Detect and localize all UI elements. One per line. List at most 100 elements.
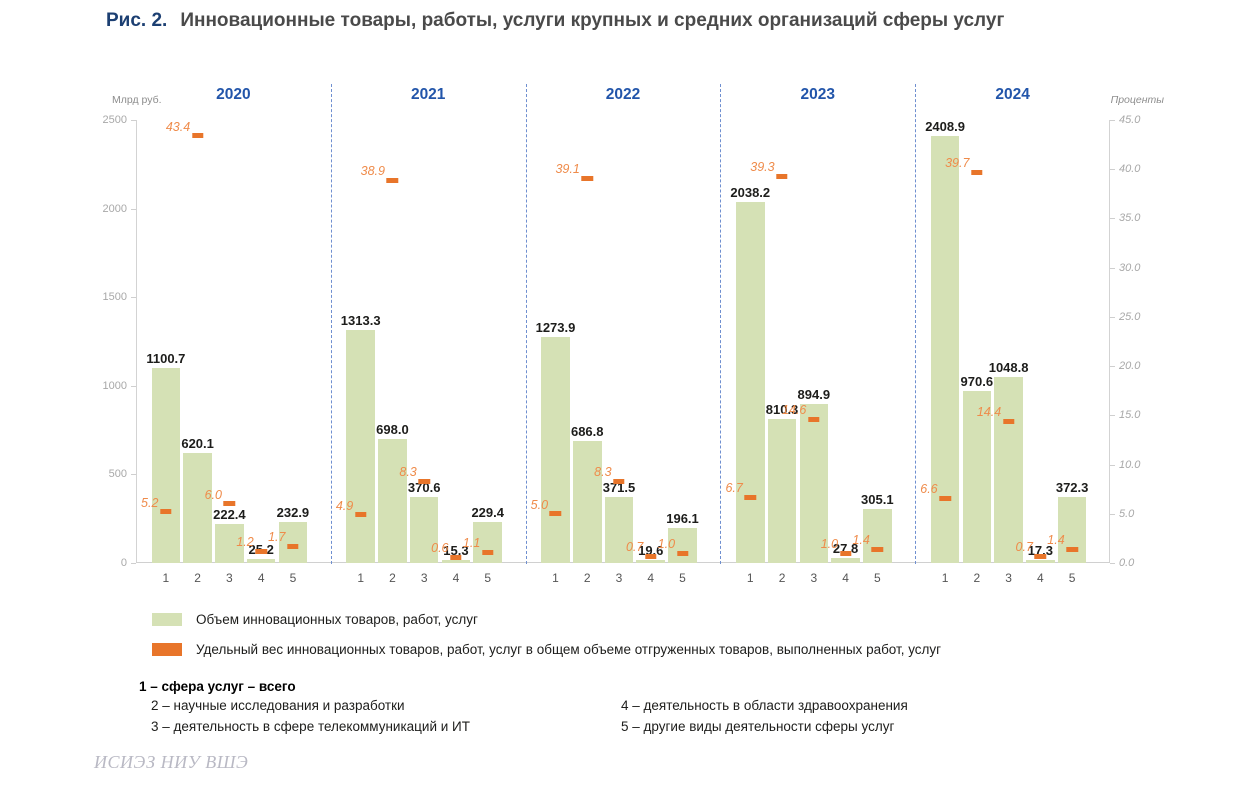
right-tick-label: 20.0 [1119,360,1141,373]
bar [441,560,471,563]
percentage-marker [191,133,204,139]
category-label: 2 [194,571,201,585]
percentage-marker [1034,553,1047,559]
legend-item[interactable]: Объем инновационных товаров, работ, услу… [152,612,941,627]
bar [636,559,666,563]
footnote-item: 3 – деятельность в сфере телекоммуникаци… [151,719,470,734]
category-label: 2 [778,571,786,585]
right-tick-mark [1110,120,1115,121]
figure-number: Рис. 2. [106,10,168,31]
bar-value-label: 1100.7 [146,350,186,366]
bar-value-label: 196.1 [666,511,699,527]
percentage-marker [255,548,267,554]
bar-value-label: 894.9 [797,387,831,403]
right-axis-line [1109,120,1110,563]
bar [541,337,570,563]
bar [215,523,244,563]
category-label: 2 [583,571,591,585]
right-axis-unit: Проценты [1110,94,1164,106]
percentage-marker [287,543,299,549]
figure-title: Инновационные товары, работы, услуги кру… [180,10,1005,31]
percentage-value-label: 39.3 [750,160,775,175]
percentage-marker [549,511,562,517]
right-tick-label: 0.0 [1119,557,1135,569]
bar-value-label: 305.1 [861,491,894,507]
category-label: 1 [162,571,170,585]
category-label: 5 [484,571,492,585]
bar [831,558,860,563]
percentage-marker [223,501,236,507]
percentage-marker [808,416,820,422]
bar [409,497,439,563]
chart-legend: Объем инновационных товаров, работ, услу… [152,612,941,672]
bar [799,404,829,563]
bar [994,377,1023,563]
category-label: 1 [746,571,754,585]
category-label: 2 [973,571,981,585]
right-tick-mark [1110,316,1115,318]
right-tick-mark [1110,267,1115,269]
footnote-head: 1 – сфера услуг – всего [139,679,296,694]
left-axis-line [136,120,137,563]
left-tick-label: 2000 [102,202,127,215]
legend-item[interactable]: Удельный вес инновационных товаров, рабо… [152,642,941,657]
percentage-value-label: 6.6 [920,482,938,497]
percentage-marker [386,177,399,183]
percentage-value-label: 4.9 [335,498,354,513]
percentage-marker [1002,418,1015,424]
bar-value-label: 1273.9 [535,320,576,336]
percentage-value-label: 0.7 [625,540,644,555]
bar-value-label: 222.4 [213,506,246,522]
footnotes: 1 – сфера услуг – всего 2 – научные иссл… [139,679,1119,742]
left-axis-unit: Млрд руб. [112,94,162,106]
plot-inner: 0 500 1000 1500 2000 2500 0.0 5.0 10.0 15.0 20.0 25… [103,84,1140,585]
bar [767,419,797,563]
group-separator [915,84,917,564]
left-tick-label: 500 [108,468,127,481]
percentage-marker [160,509,172,515]
legend-label: Удельный вес инновационных товаров, рабо… [196,642,942,657]
percentage-marker [839,550,852,556]
percentage-value-label: 1.4 [852,533,870,548]
right-tick-label: 10.0 [1119,458,1141,471]
bar [473,522,502,563]
legend-swatch-icon [152,613,182,626]
category-label: 4 [842,571,849,585]
bar-value-label: 2038.2 [730,184,771,200]
right-tick-label: 40.0 [1119,163,1141,176]
category-label: 3 [1005,571,1012,585]
category-label: 4 [452,571,460,585]
right-tick-mark [1110,563,1115,564]
footnote-item: 5 – другие виды деятельности сферы услуг [621,719,895,734]
bar [246,558,276,563]
bar-value-label: 370.6 [407,480,441,496]
right-tick-mark [1110,169,1115,171]
left-tick-mark [131,297,136,299]
left-tick-mark [131,208,136,210]
bar-value-label: 970.6 [960,374,994,389]
footnote-item: 2 – научные исследования и разработки [151,698,405,713]
right-tick-mark [1110,218,1115,220]
percentage-marker [645,553,657,559]
category-label: 1 [552,571,559,585]
bar [604,497,634,563]
bar-value-label: 17.3 [1027,542,1054,558]
legend-label: Объем инновационных товаров, работ, услу… [196,612,478,627]
group-year-label: 2024 [995,86,1030,103]
bar [735,201,765,563]
percentage-value-label: 39.7 [945,156,970,171]
group-separator [330,84,332,564]
bar-value-label: 27.8 [832,541,859,557]
percentage-value-label: 6.0 [204,487,222,502]
percentage-value-label: 14.4 [976,405,1002,420]
percentage-value-label: 1.0 [657,537,676,552]
percentage-value-label: 1.4 [1047,533,1065,548]
bar-value-label: 372.3 [1055,480,1089,496]
percentage-marker [581,175,593,181]
percentage-value-label: 1.0 [820,537,839,552]
right-tick-mark [1110,464,1115,466]
footnote-grid: 2 – научные исследования и разработки 3 –… [151,698,1119,742]
category-label: 4 [1037,571,1044,585]
category-label: 2 [389,571,396,585]
category-label: 4 [647,571,655,585]
